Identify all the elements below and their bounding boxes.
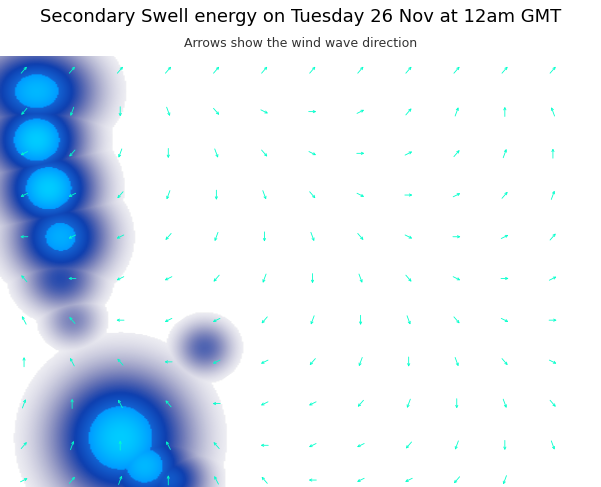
Text: Secondary Swell energy on Tuesday 26 Nov at 12am GMT: Secondary Swell energy on Tuesday 26 Nov… (40, 8, 561, 26)
Text: Arrows show the wind wave direction: Arrows show the wind wave direction (184, 37, 417, 50)
